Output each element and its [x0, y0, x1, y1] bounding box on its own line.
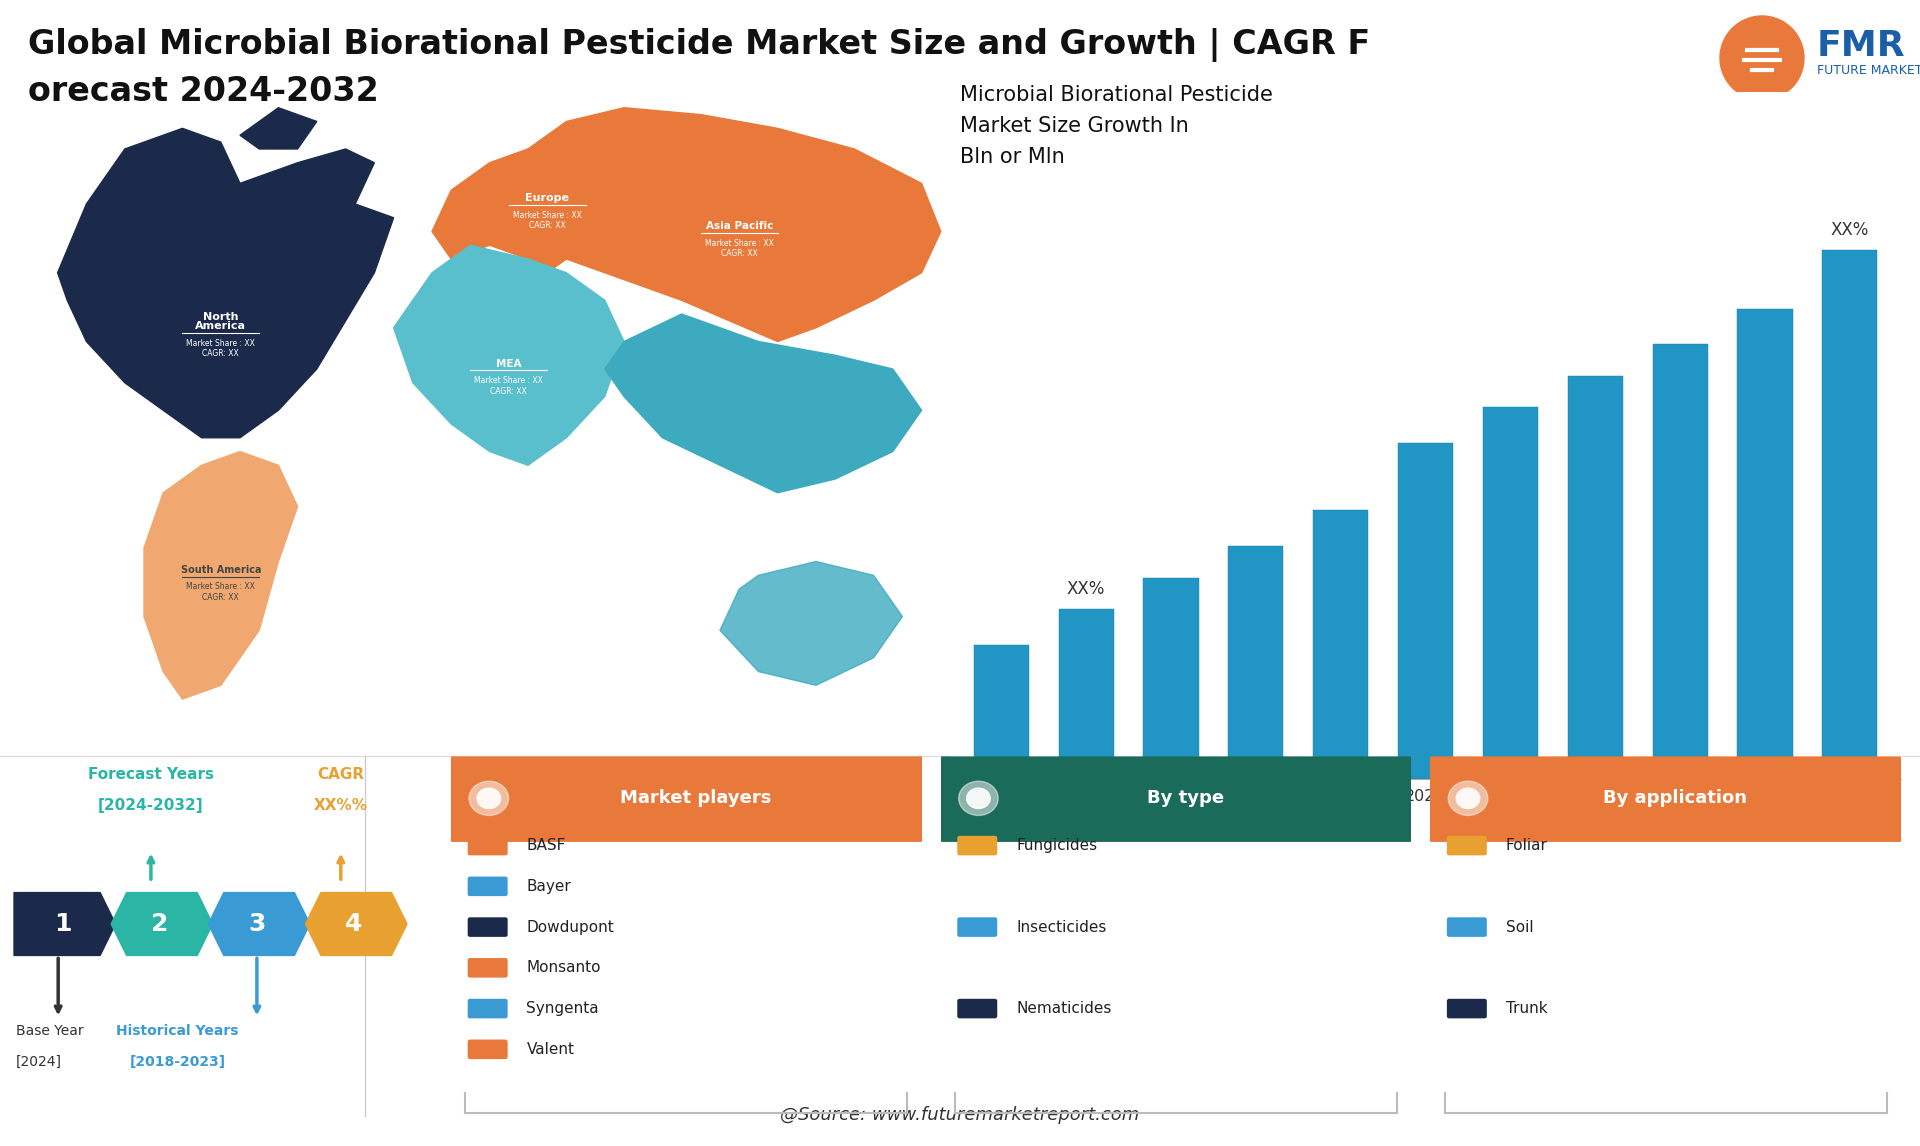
Text: America: America [196, 321, 246, 331]
Text: 2: 2 [152, 912, 169, 936]
FancyBboxPatch shape [1419, 756, 1912, 842]
Text: Insecticides: Insecticides [1016, 919, 1106, 935]
Text: 1: 1 [54, 912, 71, 936]
Text: FMR: FMR [1816, 29, 1907, 63]
Text: CAGR: XX: CAGR: XX [202, 592, 240, 602]
FancyBboxPatch shape [1448, 999, 1486, 1019]
Circle shape [468, 782, 509, 816]
Bar [1144, 578, 1198, 779]
Text: Dowdupont: Dowdupont [526, 919, 614, 935]
Text: Bayer: Bayer [526, 879, 572, 894]
Circle shape [1720, 16, 1805, 100]
FancyBboxPatch shape [958, 999, 996, 1019]
Text: Market Share : XX: Market Share : XX [705, 238, 774, 248]
Text: XX%: XX% [1068, 580, 1106, 598]
Bar [1313, 510, 1369, 779]
Text: XX%: XX% [1830, 221, 1868, 240]
Polygon shape [432, 149, 605, 273]
Text: Nematicides: Nematicides [1016, 1002, 1112, 1017]
Bar [1569, 376, 1622, 779]
Text: FUTURE MARKET REPORT: FUTURE MARKET REPORT [1816, 63, 1920, 77]
Text: North: North [204, 313, 238, 322]
Circle shape [958, 782, 998, 816]
Text: BASF: BASF [526, 838, 566, 853]
Text: By application: By application [1603, 790, 1747, 807]
Text: Trunk: Trunk [1505, 1002, 1548, 1017]
Text: CAGR: XX: CAGR: XX [202, 350, 240, 359]
Bar [1482, 407, 1538, 779]
Text: [2024]: [2024] [15, 1055, 61, 1069]
FancyBboxPatch shape [468, 835, 507, 855]
Polygon shape [240, 108, 317, 149]
Text: @Source: www.futuremarketreport.com: @Source: www.futuremarketreport.com [780, 1106, 1140, 1124]
Text: Base Year: Base Year [15, 1023, 84, 1037]
Text: Foliar: Foliar [1505, 838, 1548, 853]
Text: 4: 4 [346, 912, 363, 936]
Text: [2018-2023]: [2018-2023] [129, 1055, 225, 1069]
Circle shape [966, 788, 991, 809]
Polygon shape [13, 893, 115, 956]
Polygon shape [209, 893, 309, 956]
Bar [1398, 444, 1453, 779]
Circle shape [1455, 788, 1480, 809]
Polygon shape [605, 314, 922, 493]
Bar [1822, 250, 1878, 779]
Bar [1058, 609, 1114, 779]
FancyBboxPatch shape [958, 917, 996, 937]
FancyBboxPatch shape [468, 877, 507, 896]
FancyBboxPatch shape [440, 756, 933, 842]
Circle shape [476, 788, 501, 809]
Polygon shape [394, 245, 624, 465]
FancyBboxPatch shape [958, 835, 996, 855]
FancyBboxPatch shape [468, 958, 507, 978]
FancyBboxPatch shape [929, 756, 1423, 842]
Text: Microbial Biorational Pesticide
Market Size Growth In
Bln or Mln: Microbial Biorational Pesticide Market S… [960, 85, 1273, 167]
Polygon shape [305, 893, 407, 956]
FancyBboxPatch shape [1448, 835, 1486, 855]
Text: Forecast Years: Forecast Years [88, 767, 213, 782]
Text: Market Share : XX: Market Share : XX [513, 211, 582, 220]
Polygon shape [144, 452, 298, 699]
Text: [2024-2032]: [2024-2032] [98, 799, 204, 814]
Circle shape [1448, 782, 1488, 816]
Text: Europe: Europe [526, 194, 568, 204]
Text: CAGR: XX: CAGR: XX [720, 249, 758, 258]
Text: Market Share : XX: Market Share : XX [186, 339, 255, 348]
Text: MEA: MEA [495, 359, 522, 369]
Text: CAGR: XX: CAGR: XX [490, 386, 528, 395]
Text: Monsanto: Monsanto [526, 960, 601, 975]
Bar [1738, 308, 1793, 779]
Text: Global Microbial Biorational Pesticide Market Size and Growth | CAGR F
orecast 2: Global Microbial Biorational Pesticide M… [29, 28, 1371, 108]
Bar [973, 645, 1029, 779]
Text: Historical Years: Historical Years [115, 1023, 238, 1037]
Text: 3: 3 [248, 912, 265, 936]
Polygon shape [720, 562, 902, 685]
Text: South America: South America [180, 565, 261, 575]
Text: Fungicides: Fungicides [1016, 838, 1096, 853]
Polygon shape [58, 128, 394, 438]
Text: Market players: Market players [620, 790, 772, 807]
Text: Syngenta: Syngenta [526, 1002, 599, 1017]
Text: CAGR: XX: CAGR: XX [528, 221, 566, 230]
Text: By type: By type [1146, 790, 1223, 807]
Text: CAGR: CAGR [317, 767, 365, 782]
Text: XX%%: XX%% [313, 799, 369, 814]
FancyBboxPatch shape [468, 1039, 507, 1059]
Text: Valent: Valent [526, 1042, 574, 1057]
Bar [1653, 345, 1707, 779]
Bar [1229, 547, 1283, 779]
Text: Market Share : XX: Market Share : XX [474, 376, 543, 385]
Text: Asia Pacific: Asia Pacific [705, 221, 774, 231]
Text: Soil: Soil [1505, 919, 1534, 935]
FancyBboxPatch shape [468, 999, 507, 1019]
Polygon shape [111, 893, 213, 956]
Polygon shape [509, 108, 941, 342]
FancyBboxPatch shape [468, 917, 507, 937]
Text: Market Share : XX: Market Share : XX [186, 582, 255, 591]
FancyBboxPatch shape [1448, 917, 1486, 937]
